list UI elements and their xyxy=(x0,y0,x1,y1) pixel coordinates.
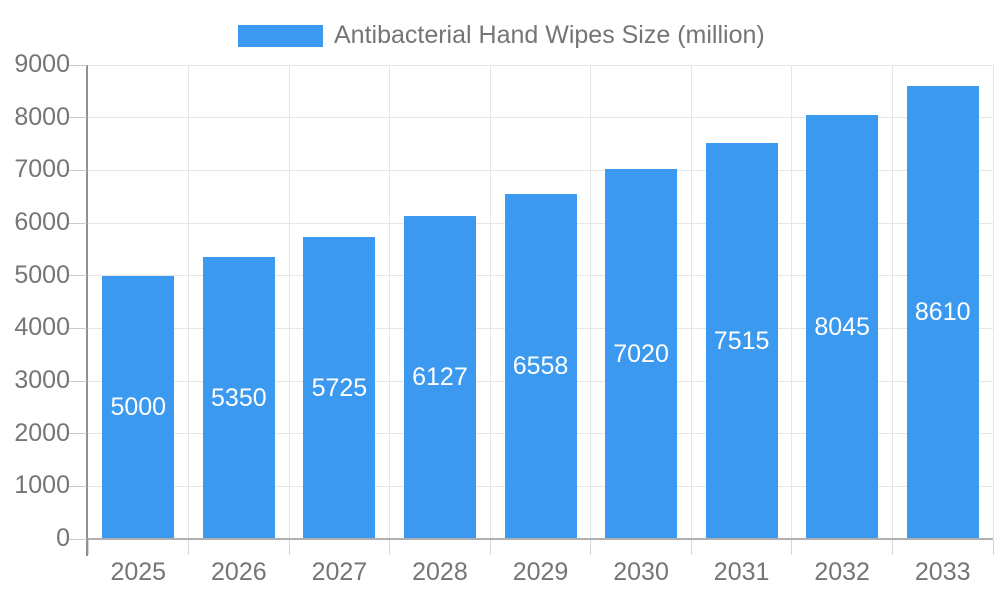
x-tick-boundary-8 xyxy=(891,540,893,555)
legend-swatch xyxy=(238,24,323,47)
x-tick-boundary-7 xyxy=(791,540,793,555)
x-tick-boundary-6 xyxy=(690,540,692,555)
gridline-x-boundary-5 xyxy=(590,65,592,539)
gridline-x-boundary-3 xyxy=(389,65,391,539)
y-tick-3000 xyxy=(69,380,87,382)
y-axis-tick-label: 4000 xyxy=(14,313,70,342)
bar-value-label-2033: 8610 xyxy=(914,297,971,326)
y-axis-tick-label: 1000 xyxy=(14,471,70,500)
bar-2030[interactable]: 7020 xyxy=(605,169,678,539)
x-tick-boundary-4 xyxy=(489,540,491,555)
x-axis-tick-label-2025: 2025 xyxy=(110,558,167,586)
x-axis-line xyxy=(88,538,993,540)
x-tick-boundary-0 xyxy=(87,540,89,555)
x-tick-boundary-2 xyxy=(288,540,290,555)
legend-item[interactable]: Antibacterial Hand Wipes Size (million) xyxy=(238,21,765,50)
gridline-x-boundary-4 xyxy=(489,65,491,539)
legend-label: Antibacterial Hand Wipes Size (million) xyxy=(334,21,765,49)
y-tick-5000 xyxy=(69,275,87,277)
gridline-x-boundary-8 xyxy=(891,65,893,539)
y-axis-tick-label: 2000 xyxy=(14,418,70,447)
y-tick-4000 xyxy=(69,327,87,329)
bar-value-label-2026: 5350 xyxy=(211,383,267,412)
x-axis-tick-label-2033: 2033 xyxy=(914,558,971,586)
x-axis-tick-label-2026: 2026 xyxy=(211,558,267,586)
x-tick-boundary-3 xyxy=(389,540,391,555)
x-tick-boundary-9 xyxy=(992,540,994,555)
bar-2026[interactable]: 5350 xyxy=(202,257,275,539)
y-tick-6000 xyxy=(69,222,87,224)
bar-value-label-2028: 6127 xyxy=(412,363,468,392)
x-axis-tick-label-2030: 2030 xyxy=(613,558,669,586)
bar-value-label-2027: 5725 xyxy=(311,373,368,402)
gridline-x-boundary-2 xyxy=(288,65,290,539)
bar-2029[interactable]: 6558 xyxy=(504,193,577,539)
x-tick-boundary-5 xyxy=(590,540,592,555)
y-tick-8000 xyxy=(69,117,87,119)
y-axis-tick-label: 3000 xyxy=(14,366,70,394)
gridline-y-7000 xyxy=(88,169,993,171)
gridline-x-boundary-6 xyxy=(690,65,692,539)
gridline-x-boundary-9 xyxy=(992,65,994,539)
x-axis-tick-label-2027: 2027 xyxy=(311,558,368,586)
x-axis-tick-label-2029: 2029 xyxy=(512,558,569,586)
y-tick-2000 xyxy=(69,433,87,435)
bar-2027[interactable]: 5725 xyxy=(303,237,376,539)
gridline-x-boundary-7 xyxy=(791,65,793,539)
x-axis-tick-label-2032: 2032 xyxy=(814,558,870,586)
x-tick-boundary-1 xyxy=(188,540,190,555)
plot-area: 5000 5350 5725 6127 6558 7020 7515 8045 8610 xyxy=(88,64,994,539)
y-axis-tick-label: 6000 xyxy=(14,208,70,236)
y-axis-tick-label: 0 xyxy=(56,524,70,552)
y-tick-7000 xyxy=(69,169,87,171)
y-axis-line xyxy=(86,65,88,556)
bar-2033[interactable]: 8610 xyxy=(906,85,979,539)
gridline-x-boundary-1 xyxy=(188,65,190,539)
y-tick-9000 xyxy=(69,64,87,66)
bar-value-label-2032: 8045 xyxy=(814,312,870,341)
y-axis-tick-label: 8000 xyxy=(14,102,70,131)
bar-value-label-2031: 7515 xyxy=(713,326,770,355)
gridline-y-8000 xyxy=(88,117,993,119)
bar-value-label-2025: 5000 xyxy=(110,392,167,421)
y-axis-tick-label: 7000 xyxy=(14,155,70,184)
bar-2031[interactable]: 7515 xyxy=(705,143,778,539)
bar-value-label-2030: 7020 xyxy=(613,339,669,368)
y-tick-1000 xyxy=(69,485,87,487)
x-axis-tick-label-2028: 2028 xyxy=(412,558,468,586)
bar-2025[interactable]: 5000 xyxy=(102,275,175,539)
x-axis-tick-label-2031: 2031 xyxy=(713,558,770,586)
gridline-y-9000 xyxy=(88,64,993,66)
bar-2032[interactable]: 8045 xyxy=(806,115,879,539)
bar-2028[interactable]: 6127 xyxy=(403,216,476,539)
y-tick-0 xyxy=(69,538,87,540)
y-axis-tick-label: 9000 xyxy=(14,50,70,78)
y-axis-tick-label: 5000 xyxy=(14,260,70,289)
bar-value-label-2029: 6558 xyxy=(512,351,569,380)
